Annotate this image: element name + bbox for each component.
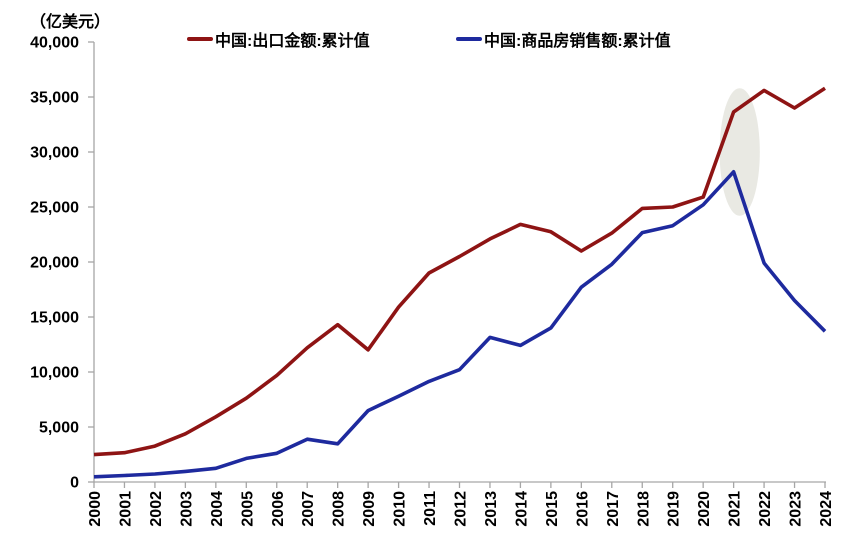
x-tick-label: 2018 bbox=[635, 491, 652, 527]
series-line-1 bbox=[93, 170, 827, 479]
x-tick-label: 2011 bbox=[422, 491, 439, 526]
x-tick-label: 2014 bbox=[513, 491, 530, 527]
x-tick-label: 2016 bbox=[574, 491, 591, 527]
y-tick-label: 15,000 bbox=[30, 310, 79, 327]
x-tick-label: 2003 bbox=[178, 491, 195, 527]
x-tick-label: 2006 bbox=[270, 491, 287, 527]
x-tick-label: 2020 bbox=[696, 491, 713, 527]
x-tick-label: 2000 bbox=[87, 491, 104, 527]
y-tick-label: 5,000 bbox=[39, 420, 79, 437]
y-tick-label: 25,000 bbox=[30, 200, 79, 217]
x-tick-label: 2001 bbox=[117, 491, 134, 527]
x-tick-label: 2002 bbox=[148, 491, 165, 527]
x-tick-label: 2005 bbox=[239, 491, 256, 527]
y-tick-label: 40,000 bbox=[30, 35, 79, 52]
y-tick-label: 35,000 bbox=[30, 90, 79, 107]
series-line-0 bbox=[93, 86, 826, 457]
x-tick-label: 2022 bbox=[757, 491, 774, 527]
x-tick-label: 2015 bbox=[544, 491, 561, 527]
x-tick-label: 2019 bbox=[666, 491, 683, 527]
x-tick-label: 2004 bbox=[209, 491, 226, 527]
y-axis-unit-label: （亿美元） bbox=[30, 14, 111, 31]
x-tick-label: 2017 bbox=[605, 491, 622, 527]
y-tick-label: 0 bbox=[70, 475, 79, 492]
x-tick-label: 2024 bbox=[818, 491, 835, 527]
x-tick-label: 2008 bbox=[331, 491, 348, 527]
y-tick-label: 20,000 bbox=[30, 255, 79, 272]
y-tick-label: 30,000 bbox=[30, 145, 79, 162]
x-tick-label: 2012 bbox=[453, 491, 470, 527]
x-tick-label: 2009 bbox=[361, 491, 378, 527]
x-tick-label: 2021 bbox=[727, 491, 744, 527]
y-tick-label: 10,000 bbox=[30, 365, 79, 382]
x-tick-label: 2023 bbox=[788, 491, 805, 527]
x-tick-label: 2007 bbox=[300, 491, 317, 527]
x-tick-label: 2013 bbox=[483, 491, 500, 527]
x-tick-label: 2010 bbox=[392, 491, 409, 527]
